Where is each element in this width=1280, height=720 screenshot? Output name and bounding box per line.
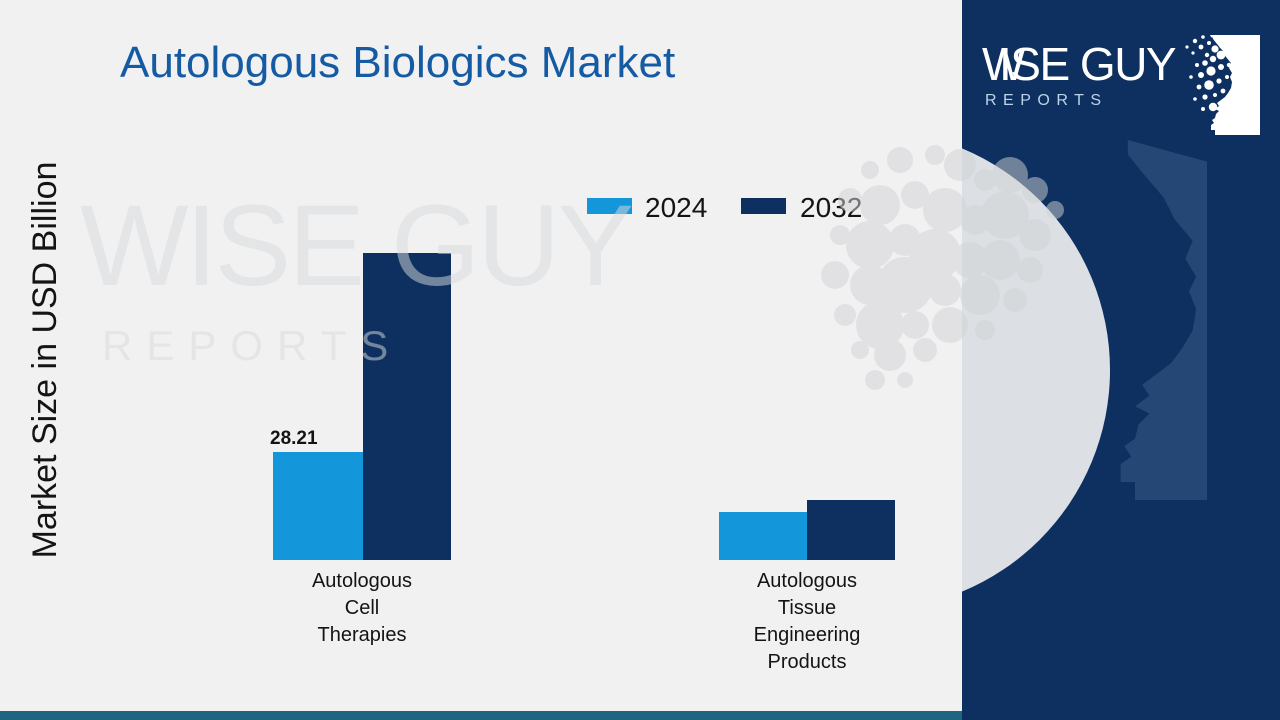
svg-text:WISE GUY: WISE GUY xyxy=(80,182,632,310)
svg-text:REPORTS: REPORTS xyxy=(102,322,402,369)
svg-text:ISE GUY: ISE GUY xyxy=(999,38,1176,90)
svg-text:REPORTS: REPORTS xyxy=(985,92,1108,109)
